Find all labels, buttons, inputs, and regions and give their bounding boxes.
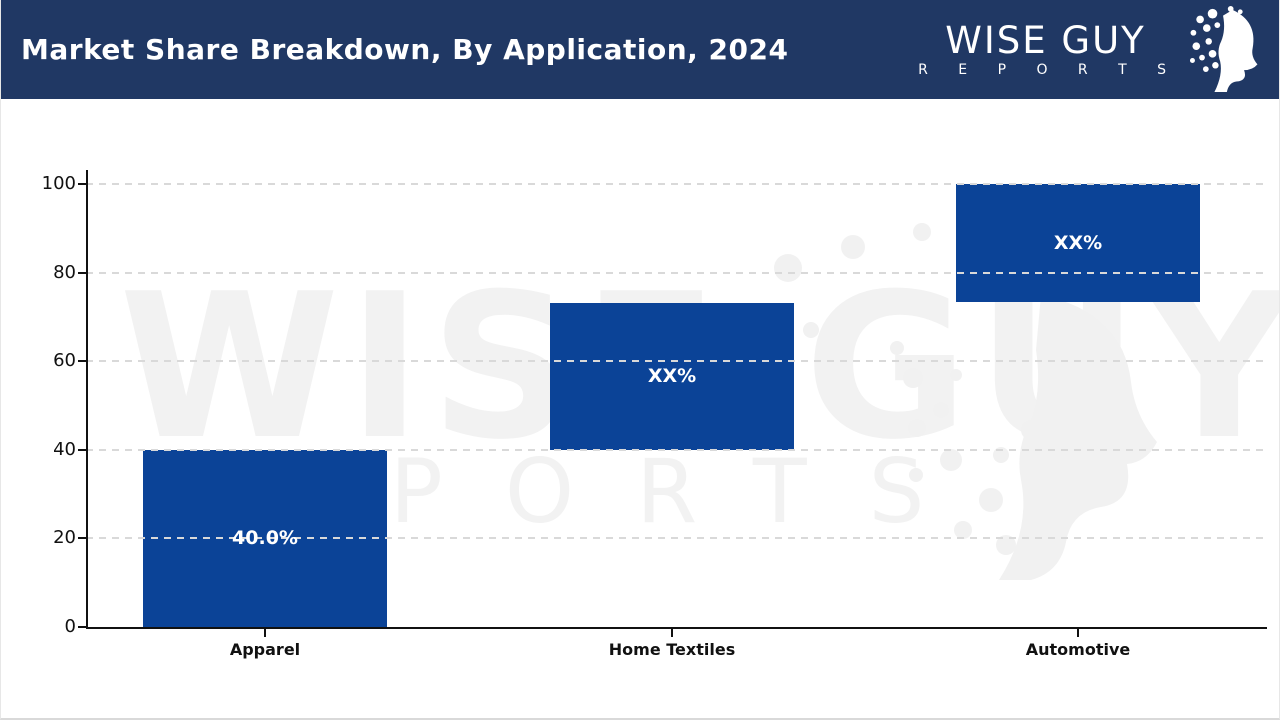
logo-face-icon — [1189, 5, 1258, 92]
y-axis-tick — [78, 360, 86, 363]
y-grid-line — [86, 360, 1267, 363]
x-category-label: Automotive — [1025, 640, 1131, 659]
y-grid-line — [86, 448, 1267, 451]
chart-title: Market Share Breakdown, By Application, … — [21, 33, 789, 66]
header-bar: Market Share Breakdown, By Application, … — [1, 0, 1279, 99]
y-tick-label: 60 — [53, 350, 76, 372]
bar — [550, 302, 794, 450]
y-axis-line — [86, 170, 88, 629]
x-axis-tick — [264, 629, 266, 637]
y-axis-tick — [78, 537, 86, 540]
logo-brand-subtitle: R E P O R T S — [918, 61, 1179, 78]
x-category-label: Home Textiles — [608, 640, 736, 659]
y-tick-label: 20 — [53, 527, 76, 549]
y-grid-line — [86, 271, 1267, 274]
y-tick-label: 80 — [53, 261, 76, 283]
y-axis-tick — [78, 448, 86, 451]
logo-text: WISE GUY R E P O R T S — [912, 22, 1179, 78]
bar-value-label: 40.0% — [232, 527, 298, 550]
x-axis-tick — [1077, 629, 1079, 637]
watermark-face-icon — [755, 223, 1157, 580]
bar-value-label: XX% — [647, 365, 697, 388]
y-grid-line — [86, 537, 1267, 540]
bar — [956, 184, 1200, 303]
y-grid-line — [86, 183, 1267, 186]
y-tick-label: 0 — [64, 616, 76, 637]
y-axis-tick — [78, 271, 86, 274]
bar-value-label: XX% — [1053, 232, 1103, 255]
y-tick-label: 100 — [41, 173, 76, 195]
y-axis-tick — [78, 183, 86, 186]
x-axis-tick — [671, 629, 673, 637]
logo-brand-name: WISE GUY — [945, 18, 1146, 62]
y-tick-label: 40 — [53, 438, 76, 460]
y-axis-tick — [78, 626, 86, 628]
wise-guy-reports-logo: WISE GUY R E P O R T S — [912, 5, 1279, 94]
x-axis-line — [86, 627, 1267, 629]
x-category-label: Apparel — [229, 640, 301, 659]
